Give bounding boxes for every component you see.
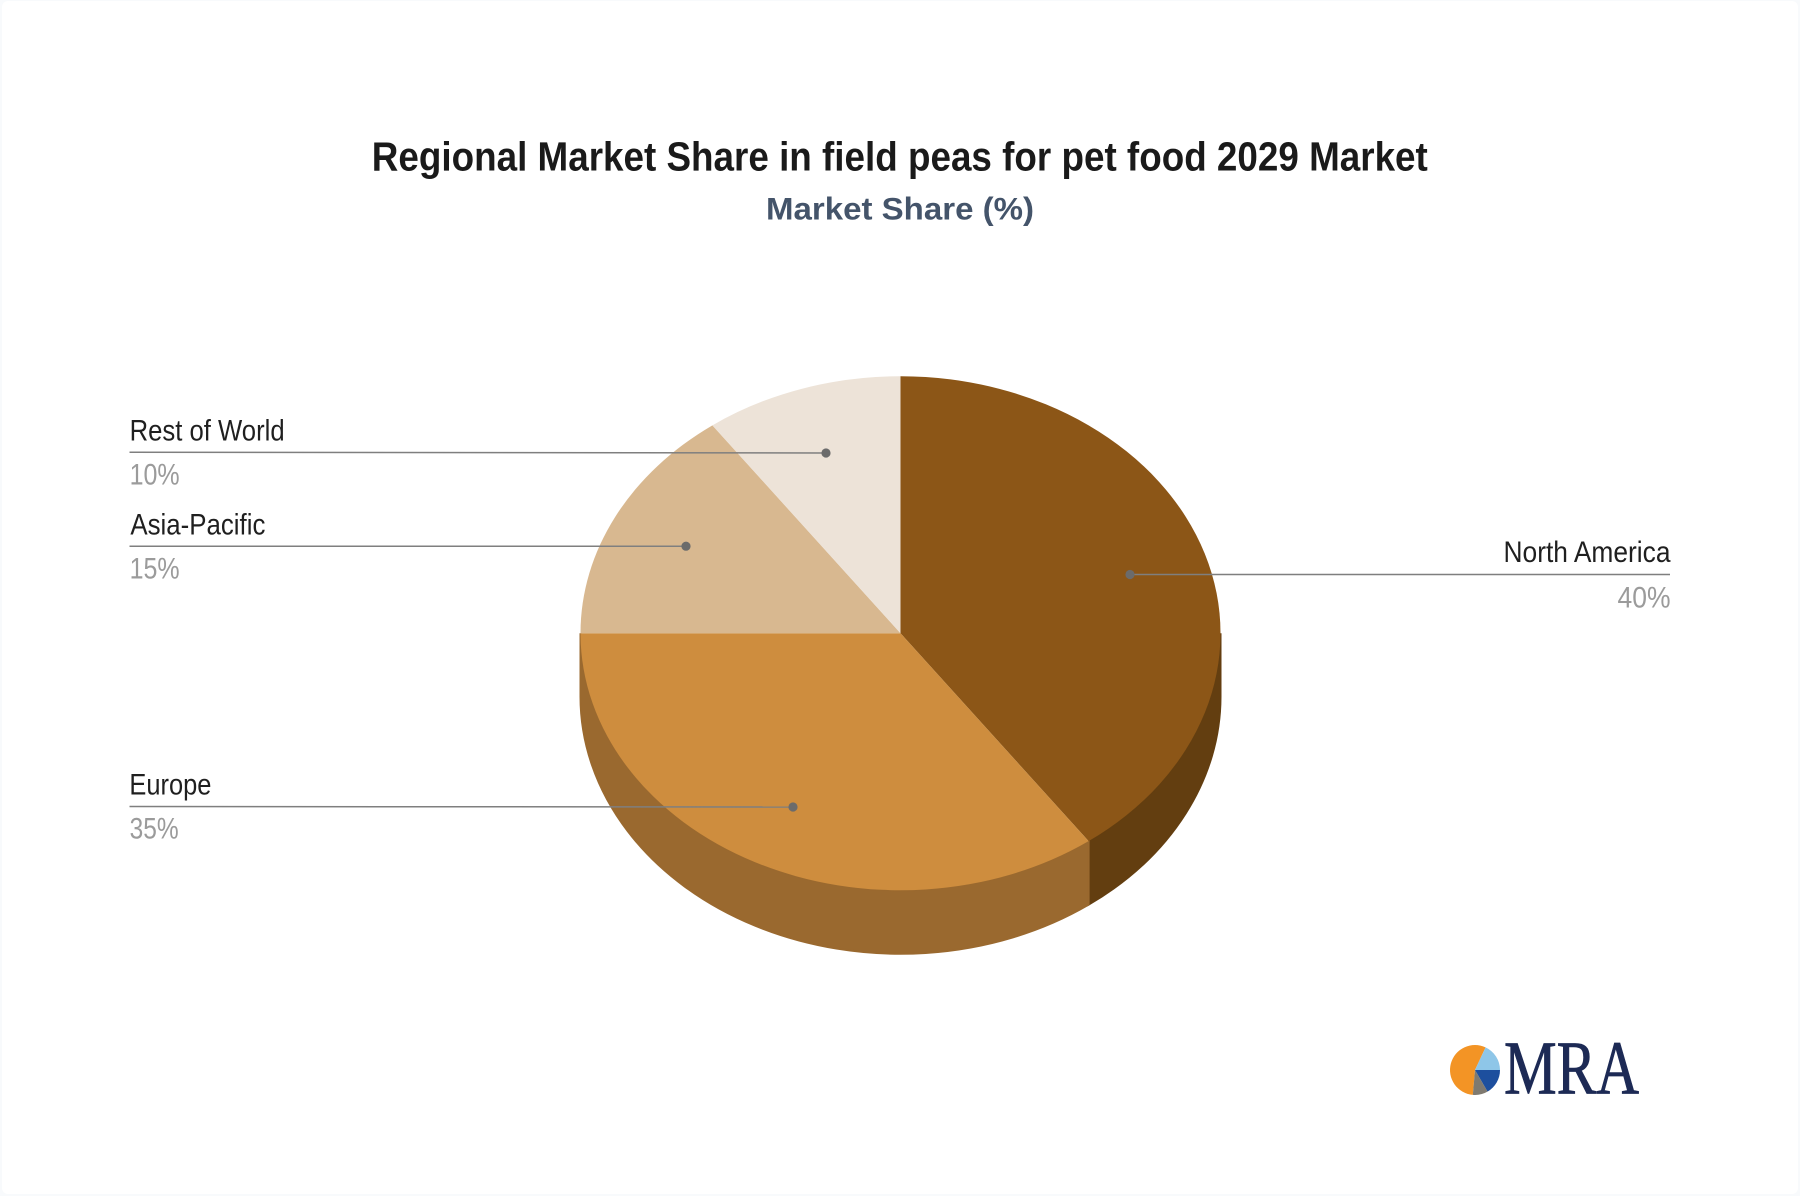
svg-text:15%: 15% xyxy=(130,552,180,585)
svg-text:10%: 10% xyxy=(130,458,180,491)
svg-text:Europe: Europe xyxy=(129,769,211,802)
svg-text:Asia-Pacific: Asia-Pacific xyxy=(130,508,265,541)
svg-text:35%: 35% xyxy=(130,813,179,846)
svg-text:Market Share (%): Market Share (%) xyxy=(766,191,1034,227)
svg-text:Regional Market Share in field: Regional Market Share in field peas for … xyxy=(372,134,1428,180)
svg-text:Rest of World: Rest of World xyxy=(130,414,285,447)
svg-text:North America: North America xyxy=(1504,536,1671,569)
svg-text:MRA: MRA xyxy=(1504,1027,1639,1111)
svg-text:40%: 40% xyxy=(1618,582,1671,615)
